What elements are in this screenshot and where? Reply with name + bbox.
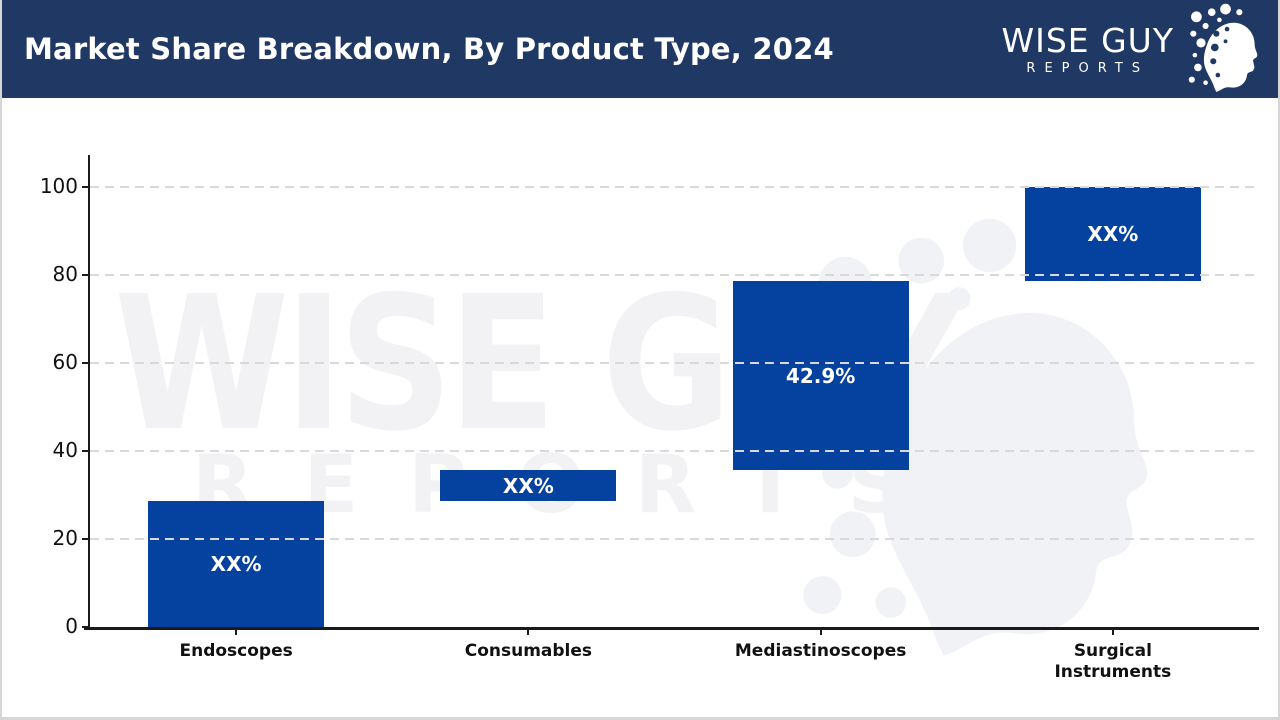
y-axis-tick: [82, 274, 90, 276]
y-axis-tick: [82, 362, 90, 364]
brand-subtitle: REPORTS: [1026, 60, 1150, 76]
x-axis-category-label: Endoscopes: [179, 641, 293, 661]
page-title: Market Share Breakdown, By Product Type,…: [24, 32, 834, 66]
y-axis-tick: [82, 538, 90, 540]
y-gridline: [90, 450, 1259, 452]
x-axis-tick: [235, 627, 238, 635]
bar-segment: XX%: [1024, 187, 1201, 282]
y-axis-tick-label: 0: [65, 614, 78, 638]
bar-value-label: XX%: [210, 552, 262, 577]
y-axis-tick: [82, 450, 90, 452]
bar-segment: 42.9%: [732, 281, 909, 470]
y-axis-spine: [88, 155, 90, 630]
dotted-head-profile-icon: [1188, 3, 1258, 92]
x-axis-tick: [1111, 627, 1114, 635]
y-axis-tick-label: 100: [39, 174, 78, 198]
y-axis-tick-label: 20: [52, 526, 78, 550]
chart-area: WISE GUY REPORTS 020406080100XX%Endoscop…: [2, 98, 1278, 717]
y-gridline: [90, 186, 1259, 188]
y-gridline: [90, 538, 1259, 540]
brand-logo: WISE GUY REPORTS: [1001, 0, 1272, 98]
brand-name: WISE GUY: [1001, 20, 1174, 60]
x-axis-tick: [527, 627, 530, 635]
bar-value-label: 42.9%: [785, 363, 856, 388]
y-axis-tick-label: 40: [52, 438, 78, 462]
bar-segment: XX%: [148, 501, 325, 627]
header-band: Market Share Breakdown, By Product Type,…: [2, 0, 1278, 98]
bar-value-label: XX%: [1087, 222, 1139, 247]
x-axis-category-label: Surgical Instruments: [1054, 641, 1172, 683]
brand-logo-text: WISE GUY REPORTS: [1001, 20, 1174, 76]
x-axis-category-label: Consumables: [464, 641, 593, 661]
y-axis-tick-label: 60: [52, 350, 78, 374]
x-axis-tick: [819, 627, 822, 635]
y-gridline: [90, 362, 1259, 364]
x-axis-category-label: Mediastinoscopes: [734, 641, 907, 661]
x-axis-spine: [84, 627, 1259, 630]
bar-segment: XX%: [440, 469, 617, 502]
y-gridline: [90, 274, 1259, 276]
y-axis-tick: [82, 186, 90, 188]
bar-value-label: XX%: [502, 473, 554, 498]
y-axis-tick-label: 80: [52, 262, 78, 286]
